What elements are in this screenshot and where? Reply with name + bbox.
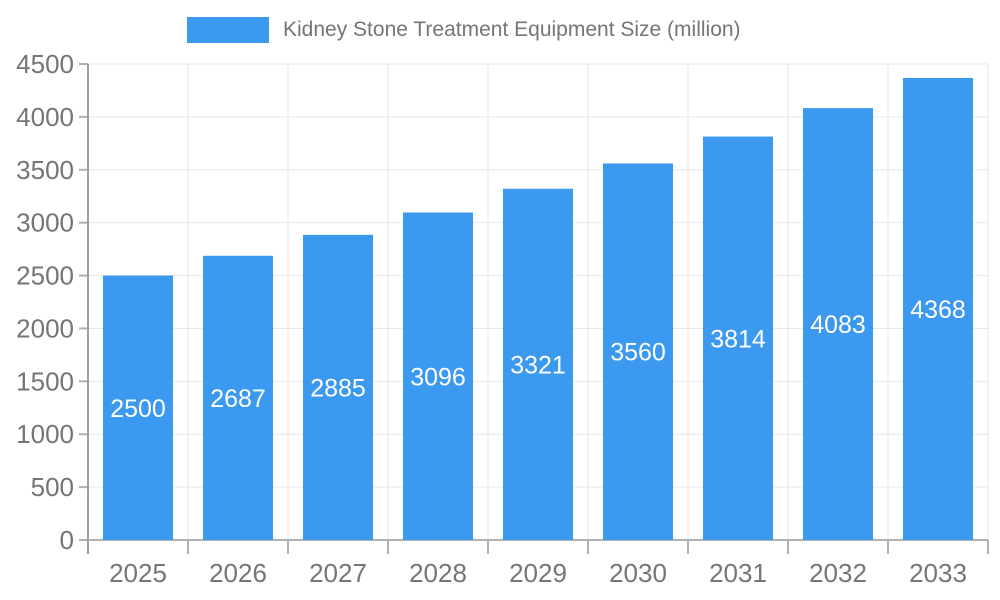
x-tick-label: 2026: [209, 558, 267, 588]
legend-swatch-icon: [187, 17, 269, 43]
bar-value-label: 3321: [510, 351, 566, 379]
bar[interactable]: [903, 77, 973, 540]
bar-value-label: 3814: [710, 325, 766, 353]
bar-value-label: 2885: [310, 374, 366, 402]
bar[interactable]: [303, 234, 373, 540]
x-tick-label: 2031: [709, 558, 767, 588]
bar[interactable]: [803, 108, 873, 540]
y-tick-label: 2000: [16, 313, 74, 343]
x-tick-label: 2025: [109, 558, 167, 588]
x-tick-label: 2029: [509, 558, 567, 588]
y-tick-label: 4500: [16, 49, 74, 79]
bar[interactable]: [703, 136, 773, 541]
x-tick-label: 2032: [809, 558, 867, 588]
bar[interactable]: [503, 188, 573, 540]
bar[interactable]: [103, 275, 173, 540]
legend-label: Kidney Stone Treatment Equipment Size (m…: [283, 18, 741, 41]
y-tick-label: 1500: [16, 366, 74, 396]
y-tick-label: 0: [60, 525, 74, 555]
bar-value-label: 2687: [210, 385, 266, 413]
bar-value-label: 3096: [410, 363, 466, 391]
y-tick-label: 4000: [16, 102, 74, 132]
legend[interactable]: Kidney Stone Treatment Equipment Size (m…: [187, 17, 741, 43]
bar-value-label: 4083: [810, 311, 866, 339]
bar-value-label: 2500: [110, 395, 166, 423]
x-tick-label: 2027: [309, 558, 367, 588]
x-tick-label: 2030: [609, 558, 667, 588]
y-tick-label: 3500: [16, 155, 74, 185]
x-tick-label: 2028: [409, 558, 467, 588]
y-tick-label: 2500: [16, 261, 74, 291]
bar-value-label: 4368: [910, 296, 966, 324]
y-tick-label: 500: [31, 472, 74, 502]
y-tick-label: 3000: [16, 208, 74, 238]
bar-value-label: 3560: [610, 339, 666, 367]
x-tick-label: 2033: [909, 558, 967, 588]
bar[interactable]: [203, 255, 273, 540]
bar[interactable]: [603, 163, 673, 541]
y-tick-label: 1000: [16, 419, 74, 449]
bar[interactable]: [403, 212, 473, 540]
